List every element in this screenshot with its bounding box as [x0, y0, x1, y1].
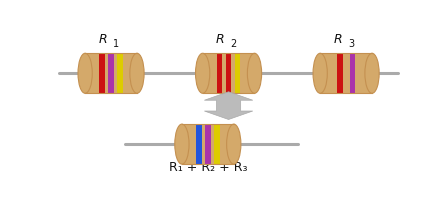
Text: R: R: [98, 33, 107, 46]
Ellipse shape: [130, 53, 144, 93]
Bar: [320, 53, 372, 93]
Bar: [117, 54, 123, 93]
Ellipse shape: [195, 53, 210, 93]
Ellipse shape: [313, 53, 327, 93]
Bar: [182, 124, 234, 164]
Ellipse shape: [365, 53, 379, 93]
Bar: [202, 53, 255, 93]
Bar: [320, 53, 372, 93]
Ellipse shape: [175, 124, 189, 164]
Bar: [235, 54, 240, 93]
Text: R: R: [216, 33, 224, 46]
Polygon shape: [204, 92, 253, 119]
Text: 3: 3: [348, 39, 354, 49]
Ellipse shape: [248, 53, 262, 93]
Bar: [205, 125, 211, 164]
Text: 1: 1: [113, 39, 119, 49]
Text: 2: 2: [230, 39, 236, 49]
Bar: [217, 54, 223, 93]
Text: R₁ + R₂ + R₃: R₁ + R₂ + R₃: [169, 161, 247, 174]
Bar: [182, 124, 234, 164]
Bar: [214, 125, 219, 164]
Bar: [350, 54, 355, 93]
Bar: [202, 53, 255, 93]
Text: R: R: [333, 33, 342, 46]
Ellipse shape: [78, 53, 92, 93]
Bar: [99, 54, 105, 93]
Bar: [226, 54, 231, 93]
Bar: [196, 125, 202, 164]
Bar: [85, 53, 137, 93]
Bar: [108, 54, 114, 93]
Bar: [85, 53, 137, 93]
Ellipse shape: [227, 124, 241, 164]
Bar: [337, 54, 343, 93]
